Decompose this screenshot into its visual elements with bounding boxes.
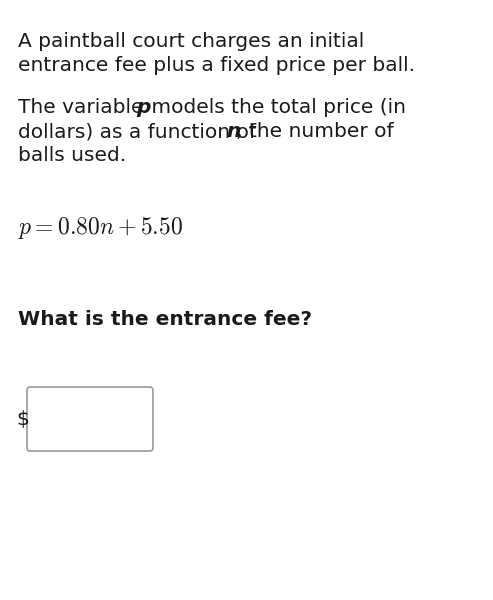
Text: p: p	[136, 98, 150, 117]
Text: models the total price (in: models the total price (in	[145, 98, 406, 117]
Text: balls used.: balls used.	[18, 146, 126, 165]
Text: dollars) as a function of: dollars) as a function of	[18, 122, 262, 141]
Text: A paintball court charges an initial: A paintball court charges an initial	[18, 32, 364, 51]
Text: The variable: The variable	[18, 98, 150, 117]
FancyBboxPatch shape	[27, 387, 153, 451]
Text: entrance fee plus a fixed price per ball.: entrance fee plus a fixed price per ball…	[18, 56, 415, 75]
Text: What is the entrance fee?: What is the entrance fee?	[18, 310, 312, 329]
Text: n: n	[226, 122, 241, 141]
Text: , the number of: , the number of	[236, 122, 393, 141]
Text: $: $	[16, 409, 29, 428]
Text: $p = 0.80n + 5.50$: $p = 0.80n + 5.50$	[18, 215, 183, 241]
